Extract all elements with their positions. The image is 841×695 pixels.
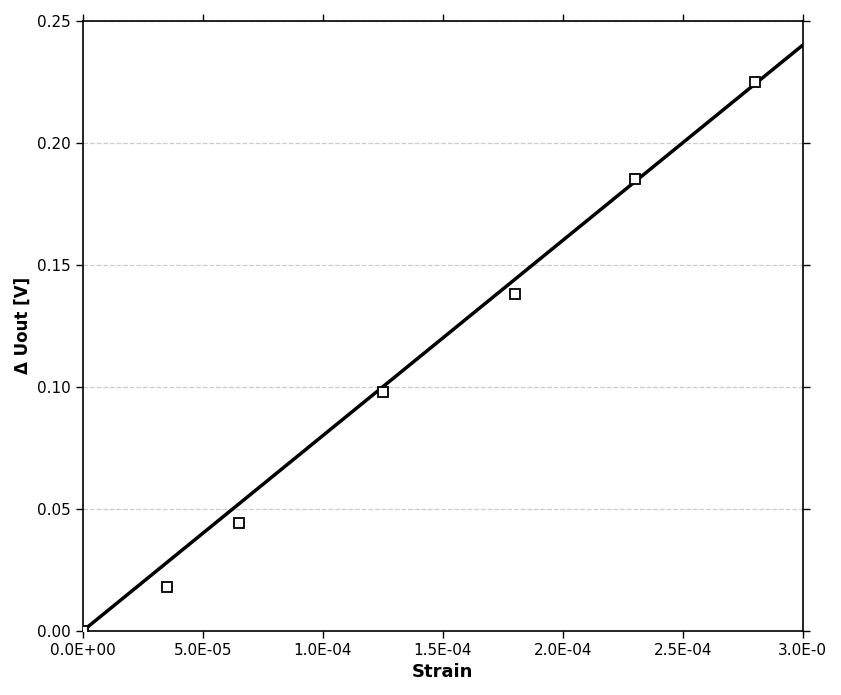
- X-axis label: Strain: Strain: [412, 663, 473, 681]
- Y-axis label: Δ Uout [V]: Δ Uout [V]: [14, 277, 32, 375]
